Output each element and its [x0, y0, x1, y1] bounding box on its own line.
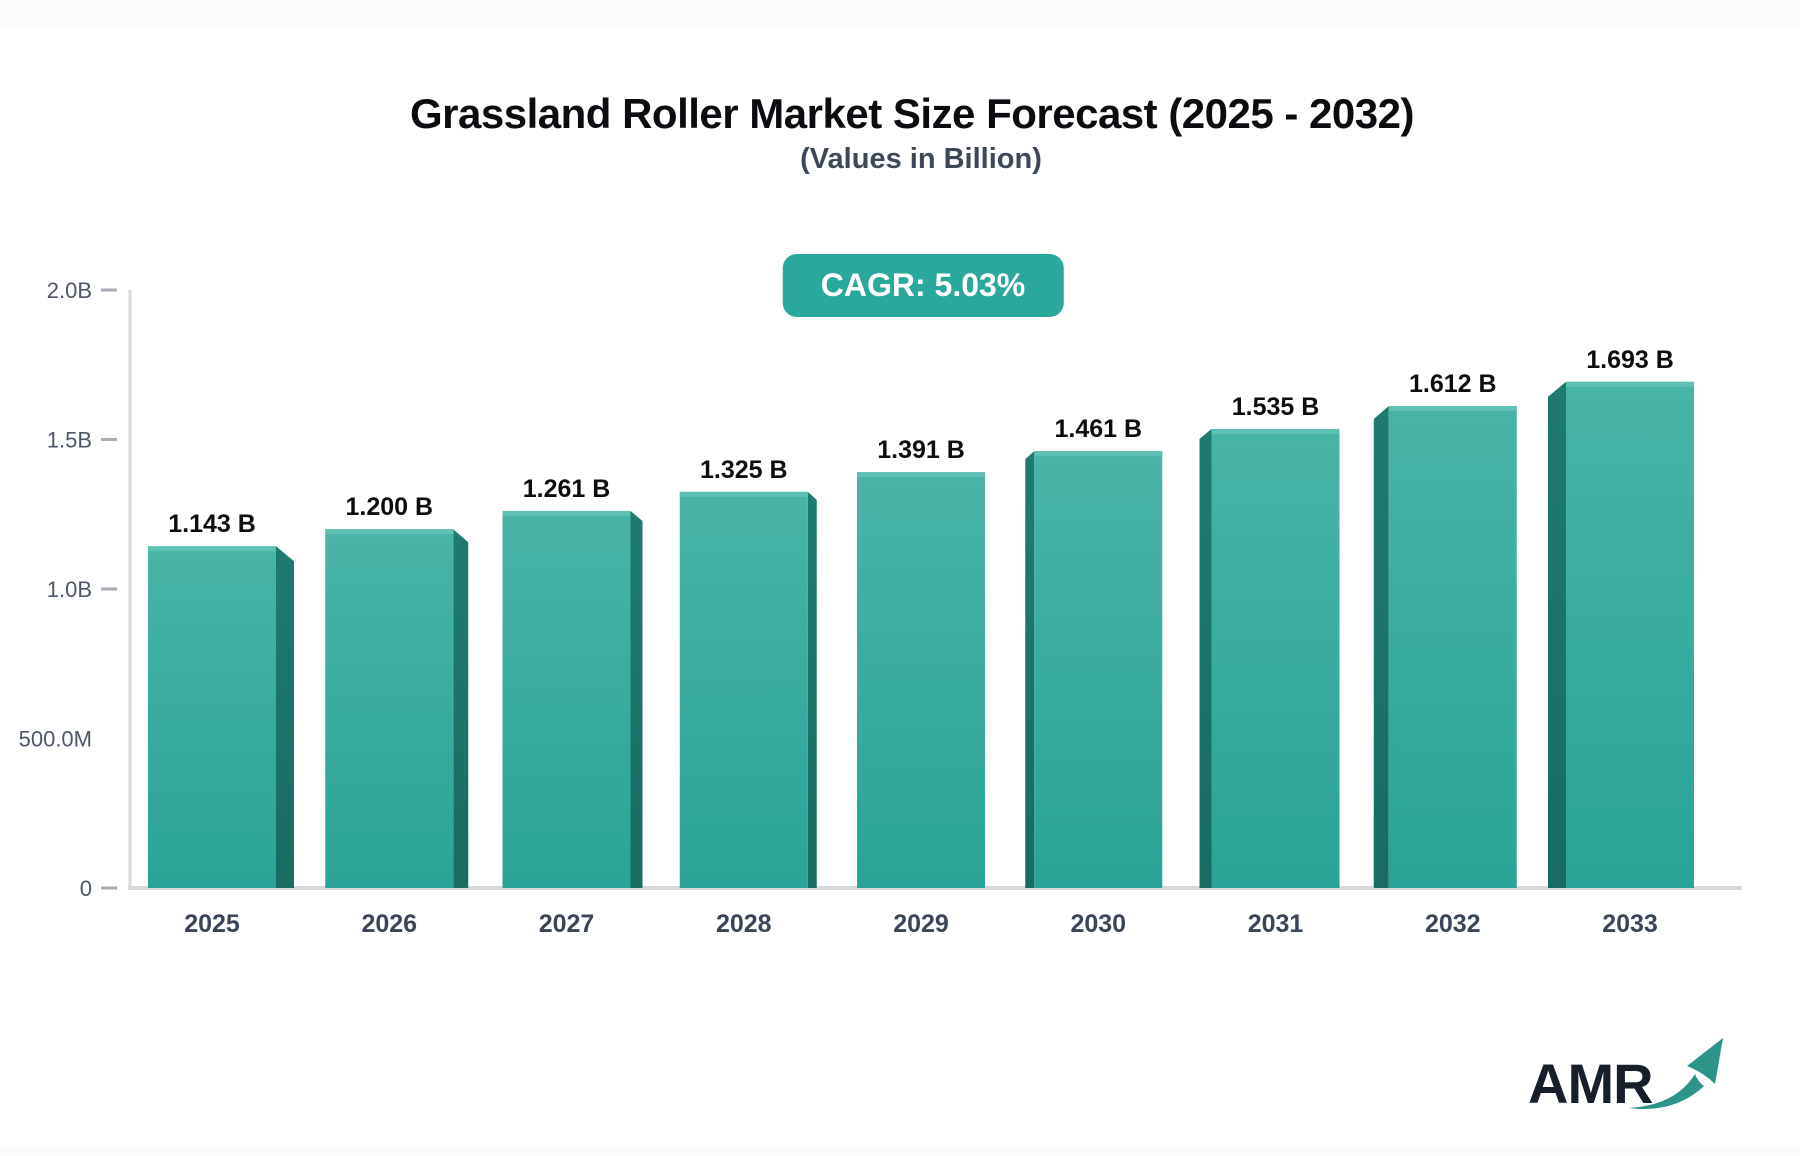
bar-side-2028 [807, 491, 817, 888]
x-axis-label-2032: 2032 [1425, 910, 1481, 938]
bar-value-label-2027: 1.261 B [523, 475, 611, 503]
bar-value-label-2028: 1.325 B [700, 456, 788, 484]
bar-side-2030 [1025, 451, 1035, 888]
bar-face-2028 [679, 491, 808, 888]
bar-2026[interactable] [325, 529, 469, 888]
bar-top-highlight-2027 [502, 510, 631, 516]
y-tick-label-0: 0 [80, 876, 92, 901]
bar-top-highlight-2029 [857, 472, 985, 478]
bar-value-label-2025: 1.143 B [168, 510, 256, 538]
x-axis-label-2028: 2028 [716, 910, 772, 938]
bar-2032[interactable] [1373, 406, 1517, 888]
bar-face-2032 [1388, 406, 1517, 888]
bar-side-2026 [453, 529, 469, 888]
bar-face-2025 [148, 546, 276, 888]
page-top-margin [0, 0, 1800, 28]
x-axis-label-2025: 2025 [184, 910, 240, 938]
bar-side-2032 [1373, 406, 1389, 888]
bar-value-label-2031: 1.535 B [1232, 393, 1320, 421]
bar-top-highlight-2030 [1034, 451, 1163, 457]
bar-2029[interactable] [857, 472, 985, 888]
bars-layer [148, 381, 1694, 888]
x-axis-label-2031: 2031 [1248, 910, 1304, 938]
bar-face-2029 [857, 472, 985, 888]
y-tick-label-1.0B: 1.0B [47, 577, 92, 602]
bar-face-2033 [1566, 381, 1694, 888]
bar-face-2027 [502, 510, 631, 888]
bar-2025[interactable] [148, 546, 294, 888]
bar-value-label-2033: 1.693 B [1586, 346, 1674, 374]
bar-2030[interactable] [1025, 451, 1163, 888]
bar-2031[interactable] [1199, 429, 1340, 888]
bar-2033[interactable] [1548, 381, 1694, 888]
bar-top-highlight-2025 [148, 546, 276, 552]
y-tick-label-2.0B: 2.0B [47, 278, 92, 303]
x-axis-label-2026: 2026 [361, 910, 417, 938]
page-bottom-margin [0, 1146, 1800, 1156]
bar-face-2031 [1211, 429, 1340, 888]
x-axis-label-2029: 2029 [893, 910, 949, 938]
bar-face-2030 [1034, 451, 1163, 888]
x-axis-label-2033: 2033 [1602, 910, 1658, 938]
y-tick-dash-2.0B [101, 288, 117, 292]
x-axis-label-2030: 2030 [1070, 910, 1126, 938]
bar-top-highlight-2028 [679, 491, 808, 497]
bar-2028[interactable] [679, 491, 817, 888]
y-tick-dash-1.5B [101, 438, 117, 441]
amr-logo-text: AMR [1528, 1052, 1654, 1115]
y-tick-dash-1.0B [101, 587, 117, 591]
amr-logo: AMR [1528, 1036, 1731, 1112]
growth-arrow-icon [1628, 1038, 1723, 1110]
chart-title: Grassland Roller Market Size Forecast (2… [410, 90, 1414, 137]
chart-subtitle: (Values in Billion) [800, 143, 1042, 175]
y-tick-dash-0 [101, 886, 117, 890]
bar-value-label-2032: 1.612 B [1409, 370, 1497, 398]
bar-side-2025 [276, 546, 294, 888]
bar-value-label-2029: 1.391 B [877, 436, 965, 464]
bar-2027[interactable] [502, 510, 643, 888]
cagr-badge: CAGR: 5.03% [782, 254, 1064, 317]
y-axis-line [128, 290, 132, 890]
x-axis-label-2027: 2027 [539, 910, 595, 938]
bar-top-highlight-2026 [325, 529, 454, 535]
bar-value-label-2026: 1.200 B [345, 493, 433, 521]
bar-value-label-2030: 1.461 B [1054, 415, 1142, 443]
bar-top-highlight-2031 [1211, 429, 1340, 435]
labels-layer: 2.0B 1.5B 1.0B 500.0M 0 1.143 B 2025 1.200 B 202… [19, 278, 1674, 938]
bar-face-2026 [325, 529, 454, 888]
y-tick-label-500.0M: 500.0M [19, 727, 92, 752]
bar-side-2031 [1199, 429, 1212, 888]
y-tick-label-1.5B: 1.5B [47, 428, 92, 453]
bar-top-highlight-2033 [1566, 381, 1694, 387]
bar-side-2027 [630, 510, 643, 888]
bar-side-2033 [1548, 381, 1566, 888]
bar-top-highlight-2032 [1388, 406, 1517, 412]
